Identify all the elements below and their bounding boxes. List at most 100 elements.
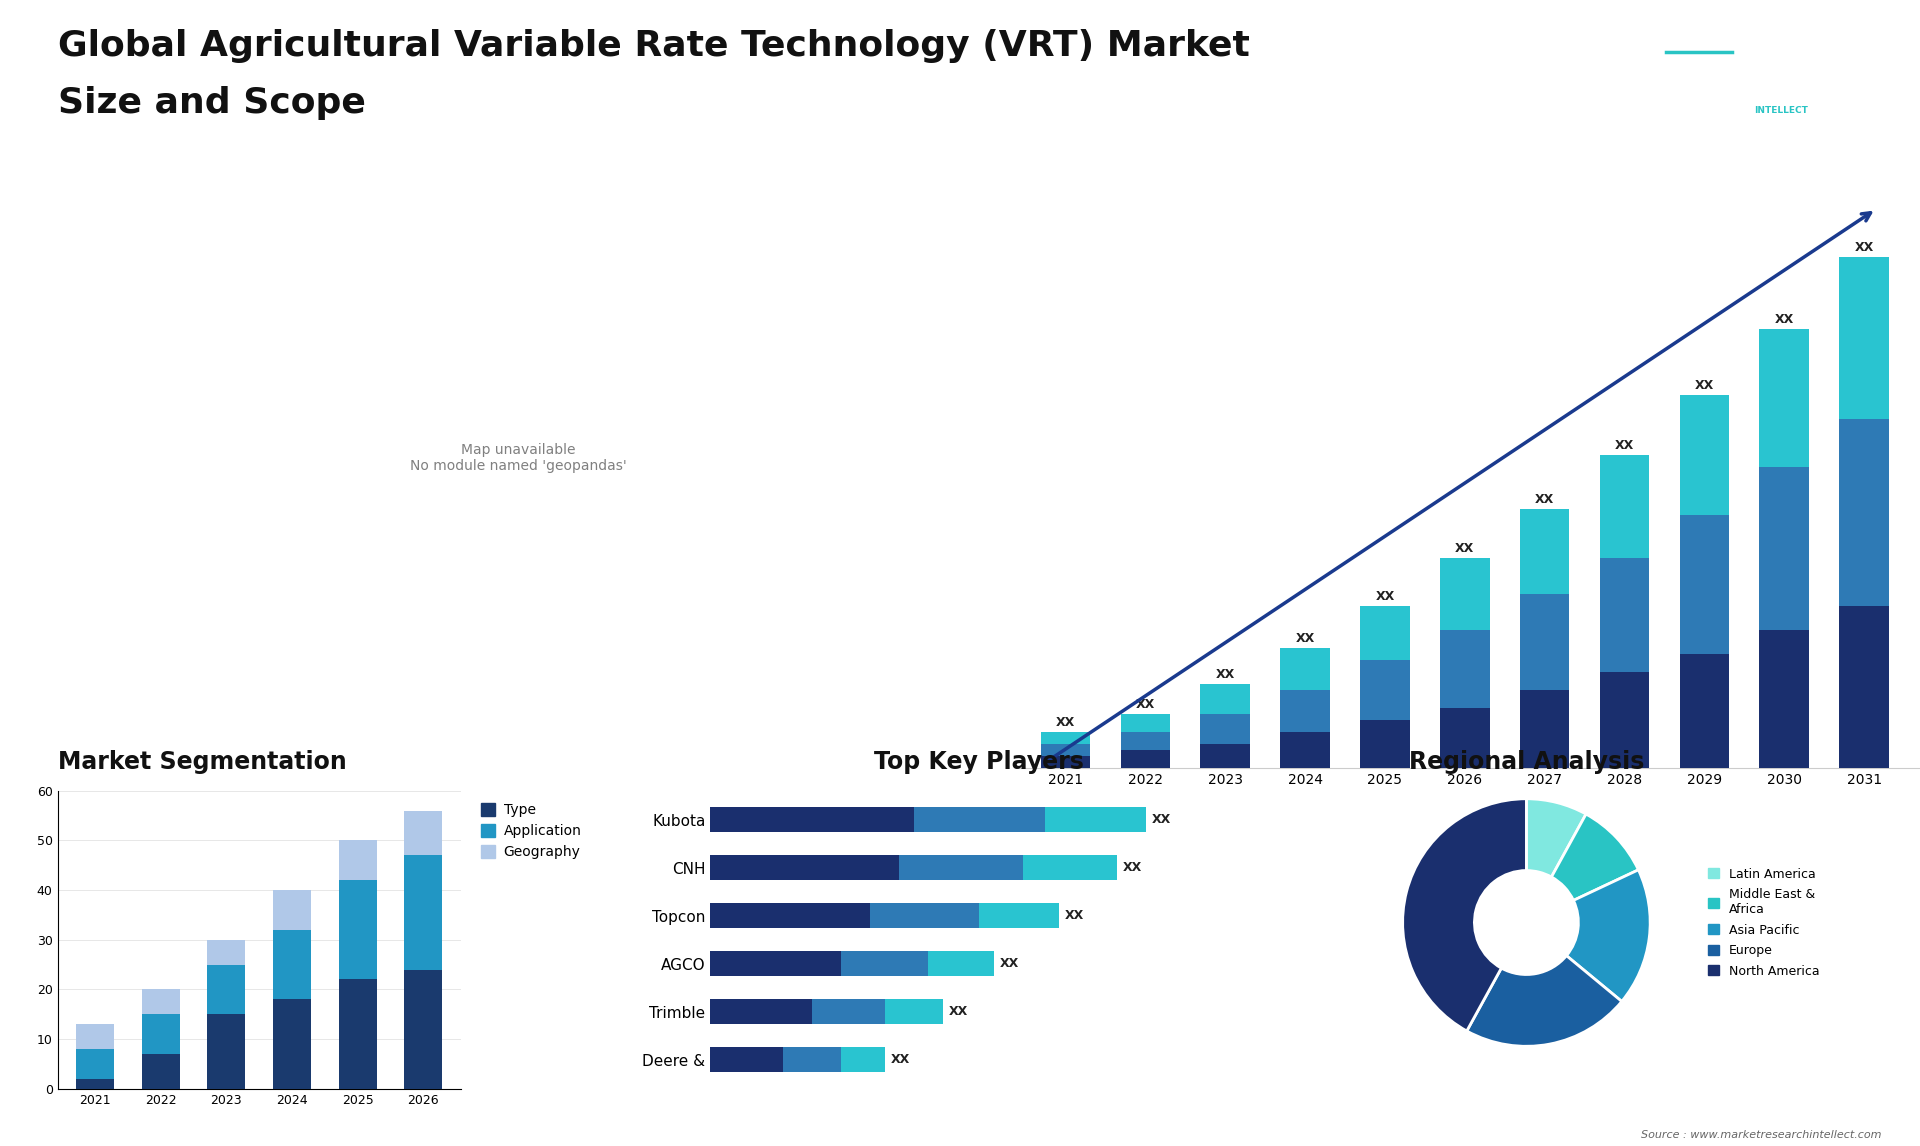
Legend: Latin America, Middle East &
Africa, Asia Pacific, Europe, North America: Latin America, Middle East & Africa, Asi… (1703, 863, 1824, 982)
Bar (207, 1014, 246, 1089)
Bar (1359, 720, 1409, 768)
Text: XX: XX (1695, 379, 1715, 392)
Bar (710, 903, 870, 928)
Bar (77, 1025, 113, 1049)
Bar (207, 940, 246, 965)
Bar (1521, 594, 1569, 690)
Bar (1023, 855, 1117, 880)
Bar (142, 1014, 180, 1054)
Text: XX: XX (1375, 589, 1394, 603)
Bar (405, 810, 442, 855)
Bar (979, 903, 1060, 928)
Bar (1759, 329, 1809, 468)
Text: Source : www.marketresearchintellect.com: Source : www.marketresearchintellect.com (1642, 1130, 1882, 1140)
Text: XX: XX (1056, 716, 1075, 729)
Bar (1121, 749, 1169, 768)
Bar (783, 1047, 841, 1073)
Text: XX: XX (1615, 439, 1634, 453)
Text: Top Key Players: Top Key Players (874, 749, 1085, 774)
Bar (1599, 455, 1649, 558)
Legend: Type, Application, Geography: Type, Application, Geography (476, 798, 588, 865)
Bar (841, 1047, 885, 1073)
Bar (1200, 714, 1250, 744)
Bar (1839, 257, 1889, 419)
Bar (1839, 605, 1889, 768)
Bar (338, 880, 376, 980)
Bar (710, 855, 899, 880)
Bar (1281, 732, 1331, 768)
Bar (1041, 756, 1091, 768)
Bar (1440, 558, 1490, 629)
Wedge shape (1467, 956, 1622, 1046)
Bar (1200, 744, 1250, 768)
Bar (1680, 516, 1730, 653)
Bar (914, 807, 1044, 832)
Bar (1759, 468, 1809, 629)
Text: XX: XX (1215, 668, 1235, 681)
Bar (1599, 558, 1649, 672)
Bar (1759, 629, 1809, 768)
Bar (1359, 660, 1409, 720)
Text: Global Agricultural Variable Rate Technology (VRT) Market: Global Agricultural Variable Rate Techno… (58, 29, 1250, 63)
Text: Map unavailable
No module named 'geopandas': Map unavailable No module named 'geopand… (411, 444, 626, 473)
Bar (710, 951, 841, 976)
Bar (929, 951, 995, 976)
Wedge shape (1404, 799, 1526, 1031)
Bar (1680, 395, 1730, 516)
Bar (1281, 647, 1331, 690)
Bar (338, 980, 376, 1089)
Text: RESEARCH: RESEARCH (1755, 79, 1807, 88)
Text: XX: XX (948, 1005, 968, 1019)
Text: XX: XX (1123, 861, 1142, 874)
Text: XX: XX (1066, 909, 1085, 923)
Bar (273, 890, 311, 929)
Text: XX: XX (1152, 813, 1171, 826)
Text: INTELLECT: INTELLECT (1753, 107, 1809, 116)
Wedge shape (1567, 870, 1649, 1002)
Text: Market Segmentation: Market Segmentation (58, 749, 346, 774)
Bar (338, 840, 376, 880)
Bar (1440, 629, 1490, 708)
Wedge shape (1551, 814, 1638, 901)
Text: XX: XX (1774, 313, 1793, 327)
Text: Size and Scope: Size and Scope (58, 86, 365, 120)
Bar (273, 929, 311, 999)
Bar (710, 1047, 783, 1073)
Bar (1521, 690, 1569, 768)
Bar (1599, 672, 1649, 768)
Wedge shape (1526, 799, 1586, 877)
Bar (1200, 684, 1250, 714)
Bar (405, 970, 442, 1089)
Bar (1041, 744, 1091, 756)
Bar (1044, 807, 1146, 832)
Text: MARKET: MARKET (1759, 52, 1803, 61)
Text: XX: XX (1137, 698, 1156, 711)
Text: Regional Analysis: Regional Analysis (1409, 749, 1644, 774)
Bar (1121, 714, 1169, 732)
Bar (405, 855, 442, 970)
Text: XX: XX (1855, 241, 1874, 254)
Bar (142, 989, 180, 1014)
Bar (1121, 732, 1169, 749)
Bar (710, 999, 812, 1025)
Bar (710, 807, 914, 832)
Bar (1521, 510, 1569, 594)
Bar (273, 999, 311, 1089)
Bar (1281, 690, 1331, 732)
Bar (870, 903, 979, 928)
Bar (885, 999, 943, 1025)
Text: XX: XX (891, 1053, 910, 1067)
Text: XX: XX (1455, 542, 1475, 555)
Text: XX: XX (1296, 631, 1315, 645)
Bar (1359, 605, 1409, 660)
Bar (841, 951, 929, 976)
Text: XX: XX (1536, 494, 1555, 507)
Bar (207, 965, 246, 1014)
Text: XX: XX (1000, 957, 1020, 971)
Bar (142, 1054, 180, 1089)
Bar (899, 855, 1023, 880)
Bar (77, 1049, 113, 1078)
Bar (77, 1078, 113, 1089)
Bar (812, 999, 885, 1025)
Bar (1440, 708, 1490, 768)
